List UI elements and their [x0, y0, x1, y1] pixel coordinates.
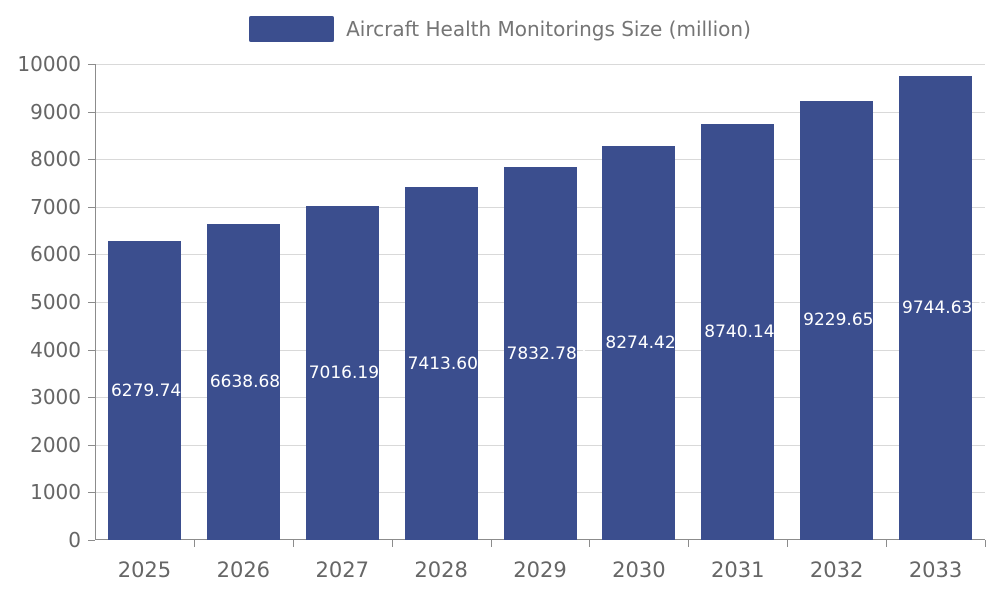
y-axis-tick-label: 3000 — [30, 385, 81, 410]
x-axis-tick-mark — [490, 540, 492, 547]
y-axis-tick-mark — [88, 540, 95, 541]
y-axis-tick-label: 7000 — [30, 194, 81, 219]
gridline — [95, 159, 985, 161]
gridline — [95, 64, 985, 65]
x-axis-tick-mark — [193, 540, 195, 547]
y-axis-tick-label: 8000 — [30, 147, 81, 172]
x-axis-tick-mark — [787, 540, 789, 547]
x-axis-tick-label: 2026 — [216, 558, 271, 582]
bar-value-label: 7016.19 — [308, 363, 380, 383]
bar-2026 — [206, 223, 280, 540]
x-axis-tick-mark — [391, 540, 393, 547]
x-axis-tick-label: 2029 — [513, 558, 567, 582]
y-axis-line — [95, 64, 96, 540]
y-axis-tick-mark — [88, 302, 95, 303]
x-axis-tick-label: 2028 — [414, 558, 468, 582]
x-axis-tick-mark — [886, 540, 888, 547]
bar-2030 — [602, 146, 676, 540]
y-axis-tick-mark — [88, 64, 95, 65]
y-axis-tick-mark — [88, 444, 95, 446]
bar-2028 — [404, 187, 478, 540]
y-axis-tick-mark — [88, 254, 95, 256]
y-axis-tick-mark — [88, 349, 95, 351]
x-axis-tick-mark — [292, 540, 294, 547]
bar-2025 — [107, 241, 181, 540]
y-axis-tick-label: 2000 — [30, 432, 81, 457]
bar-2029 — [503, 167, 577, 540]
legend-item[interactable]: Aircraft Health Monitorings Size (millio… — [0, 16, 1000, 42]
y-axis-tick-label: 6000 — [30, 242, 81, 267]
bar-value-label: 7832.787 — [506, 343, 588, 364]
bar-value-label: 9229.654 — [803, 310, 885, 331]
x-axis-tick-mark — [688, 540, 690, 547]
y-axis-tick-label: 0 — [68, 528, 81, 552]
y-axis-tick-mark — [88, 111, 95, 113]
x-axis-tick-mark — [589, 540, 591, 547]
bar-value-label: 6638.687 — [209, 371, 291, 392]
bar-value-label: 8274.423 — [605, 333, 687, 354]
y-axis-tick-label: 4000 — [30, 337, 81, 362]
x-axis-tick-label: 2031 — [711, 558, 765, 582]
y-axis-tick-label: 9000 — [30, 99, 81, 124]
y-axis-tick-mark — [88, 397, 95, 399]
x-axis-tick-label: 2030 — [612, 558, 666, 582]
bar-value-label: 9744.637 — [902, 298, 984, 319]
gridline — [95, 111, 985, 113]
bar-2032 — [800, 100, 874, 540]
x-axis-tick-label: 2027 — [315, 558, 369, 582]
bar-2027 — [305, 206, 379, 540]
bar-value-label: 6279.74 — [110, 380, 182, 401]
y-axis-tick-mark — [88, 206, 95, 208]
y-axis-tick-label: 10000 — [17, 52, 81, 76]
bar-2031 — [701, 123, 775, 540]
x-axis-tick-mark — [985, 540, 986, 547]
y-axis-tick-mark — [88, 159, 95, 161]
x-axis-tick-label: 2033 — [908, 558, 963, 582]
legend-swatch — [249, 16, 335, 42]
legend-label: Aircraft Health Monitorings Size (millio… — [346, 17, 751, 41]
bar-value-label: 7413.607 — [407, 353, 489, 374]
y-axis-tick-label: 5000 — [30, 290, 81, 314]
x-axis-tick-label: 2032 — [809, 558, 864, 582]
x-axis-tick-label: 2025 — [117, 558, 172, 582]
y-axis-tick-mark — [88, 492, 95, 494]
plot-area: 0 1000 2000 3000 4000 5000 6000 7000 8000 9000 100… — [17, 52, 986, 582]
y-axis-tick-label: 1000 — [30, 480, 81, 505]
bar-2033 — [899, 76, 973, 540]
bar-value-label: 8740.147 — [704, 321, 786, 342]
